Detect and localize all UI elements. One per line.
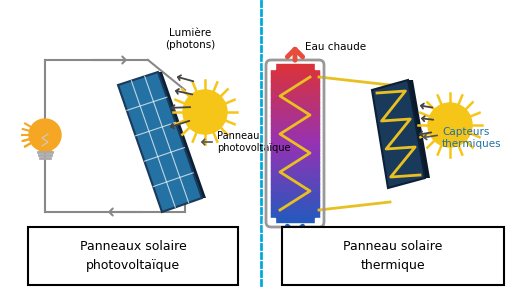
Polygon shape — [372, 80, 425, 188]
Bar — [271, 69, 319, 73]
Bar — [271, 190, 319, 193]
Bar — [271, 171, 319, 175]
Bar — [271, 200, 319, 204]
Bar — [271, 205, 319, 209]
Bar — [271, 114, 319, 117]
Bar — [271, 174, 319, 177]
Text: Panneau
photovoltaïque: Panneau photovoltaïque — [217, 131, 291, 153]
Bar — [271, 106, 319, 110]
Bar — [271, 166, 319, 170]
Bar — [271, 132, 319, 136]
Bar — [271, 90, 319, 94]
FancyBboxPatch shape — [282, 227, 504, 285]
Bar — [271, 211, 319, 214]
Bar — [271, 135, 319, 138]
Bar — [271, 192, 319, 196]
Text: Lumière
(photons): Lumière (photons) — [165, 28, 215, 50]
Bar — [271, 67, 319, 70]
Bar — [271, 161, 319, 164]
Bar — [271, 119, 319, 123]
Bar — [271, 108, 319, 112]
Bar — [271, 101, 319, 104]
Bar — [271, 218, 319, 222]
FancyBboxPatch shape — [28, 227, 238, 285]
Text: Courant électrique: Courant électrique — [69, 227, 167, 238]
Bar — [271, 142, 319, 146]
Text: Eau froide: Eau froide — [305, 232, 358, 242]
Bar — [271, 216, 319, 219]
Bar — [271, 111, 319, 115]
Bar — [271, 177, 319, 180]
Bar — [271, 64, 319, 68]
Bar — [271, 137, 319, 141]
Bar — [271, 169, 319, 172]
Bar — [271, 145, 319, 149]
Bar — [271, 127, 319, 130]
Bar — [271, 182, 319, 185]
Bar — [271, 85, 319, 88]
Bar — [315, 218, 327, 230]
Bar — [271, 164, 319, 167]
Bar — [271, 140, 319, 144]
Bar — [263, 218, 275, 230]
Bar — [271, 197, 319, 201]
Text: Eau chaude: Eau chaude — [305, 42, 366, 52]
Text: Panneau solaire
thermique: Panneau solaire thermique — [343, 240, 443, 273]
Circle shape — [428, 103, 472, 147]
Bar — [271, 158, 319, 162]
Polygon shape — [408, 80, 430, 178]
Circle shape — [183, 90, 227, 134]
Bar — [271, 77, 319, 81]
Circle shape — [29, 119, 61, 151]
Bar — [271, 116, 319, 120]
Bar — [271, 103, 319, 107]
Bar — [271, 95, 319, 99]
Bar — [271, 82, 319, 86]
Bar — [271, 153, 319, 157]
Polygon shape — [118, 72, 202, 212]
Bar — [271, 72, 319, 75]
Bar — [271, 129, 319, 133]
Bar — [263, 57, 275, 69]
Text: Capteurs
thermiques: Capteurs thermiques — [442, 127, 502, 149]
Bar — [271, 122, 319, 125]
Bar — [271, 98, 319, 102]
Polygon shape — [158, 72, 206, 198]
Bar — [271, 148, 319, 151]
Bar — [271, 184, 319, 188]
Bar — [315, 57, 327, 69]
Bar — [271, 80, 319, 83]
Bar — [271, 213, 319, 217]
Bar — [271, 93, 319, 96]
Text: Panneaux solaire
photovoltaïque: Panneaux solaire photovoltaïque — [80, 240, 186, 273]
Bar — [271, 179, 319, 183]
Bar — [271, 195, 319, 198]
Bar — [271, 187, 319, 191]
Bar — [271, 150, 319, 154]
Bar — [271, 88, 319, 91]
Bar — [271, 208, 319, 211]
Bar — [271, 75, 319, 78]
Bar — [271, 203, 319, 206]
Bar — [271, 124, 319, 128]
Bar — [271, 155, 319, 159]
Bar — [39, 142, 51, 152]
